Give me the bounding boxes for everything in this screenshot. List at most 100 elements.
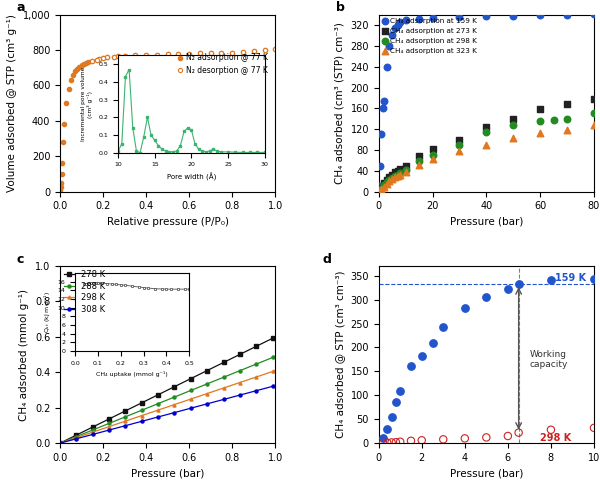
CH₄ adsorption at 159 K [401,16,410,24]
CH₄ adsorption at 273 K [535,106,545,113]
Line: 288 K: 288 K [58,355,277,445]
CH₄ adsorption at 298 K [395,169,405,177]
Point [439,323,448,331]
N₂ adsorption @ 77 K [71,68,79,74]
CH₄ adsorption at 298 K [390,172,400,180]
288 K [203,381,211,387]
N₂ adsorption @ 77 K [59,139,67,145]
CH₄ adsorption at 298 K [393,170,403,178]
298 K [272,368,279,374]
Line: N₂ desorption @ 77 K: N₂ desorption @ 77 K [90,47,277,63]
288 K [187,388,194,393]
298 K [56,440,64,446]
CH₄ adsorption at 159 K [374,183,384,190]
N₂ desorption @ 77 K [164,51,171,57]
Point [382,439,392,447]
Point [460,304,470,312]
CH₄ adsorption at 159 K [562,11,572,19]
288 K [56,440,64,446]
308 K [56,440,64,446]
CH₄ adsorption at 159 K [395,19,405,26]
308 K [247,389,254,395]
CH₄ adsorption at 298 K [375,186,385,194]
Legend: 278 K, 288 K, 298 K, 308 K: 278 K, 288 K, 298 K, 308 K [64,270,105,314]
CH₄ adsorption at 298 K [414,158,424,166]
N₂ adsorption @ 77 K [95,56,103,62]
278 K [152,393,159,399]
278 K [247,346,254,352]
Point [482,293,491,301]
N₂ adsorption @ 77 K [89,58,96,64]
CH₄ adsorption at 273 K [382,176,392,184]
Point [395,387,405,394]
CH₄ adsorption at 298 K [382,178,392,186]
Point [546,277,556,284]
CH₄ adsorption at 273 K [375,186,385,193]
Point [503,432,512,440]
N₂ adsorption @ 77 K [57,185,64,190]
Point [503,285,512,293]
278 K [272,334,279,340]
Point [382,425,392,433]
CH₄ adsorption at 159 K [375,162,385,169]
N₂ adsorption @ 77 K [143,52,150,58]
CH₄ adsorption at 273 K [414,152,424,160]
CH₄ adsorption at 273 K [377,184,386,191]
CH₄ adsorption at 298 K [482,128,491,136]
N₂ desorption @ 77 K [153,52,160,57]
CH₄ adsorption at 273 K [508,115,518,123]
CH₄ adsorption at 323 K [414,161,424,169]
N₂ adsorption @ 77 K [261,47,268,53]
Point [589,424,599,432]
N₂ adsorption @ 77 K [58,171,65,177]
N₂ adsorption @ 77 K [85,59,92,65]
Text: d: d [323,253,332,265]
Point [482,433,491,441]
Point [417,436,427,444]
N₂ adsorption @ 77 K [56,187,64,192]
CH₄ adsorption at 273 K [482,123,491,131]
CH₄ adsorption at 159 K [377,131,386,138]
N₂ desorption @ 77 K [104,55,111,60]
Point [589,276,599,283]
298 K [196,393,203,399]
Y-axis label: Volume adsorbed @ STP (cm³ g⁻¹): Volume adsorbed @ STP (cm³ g⁻¹) [7,14,17,192]
N₂ adsorption @ 77 K [78,62,85,68]
Line: 308 K: 308 K [58,384,277,445]
CH₄ adsorption at 159 K [455,13,464,20]
CH₄ adsorption at 159 K [390,24,400,32]
N₂ desorption @ 77 K [218,50,225,56]
CH₄ adsorption at 298 K [379,182,389,189]
CH₄ adsorption at 323 K [508,134,518,142]
CH₄ adsorption at 273 K [401,162,410,169]
N₂ adsorption @ 77 K [59,160,66,166]
CH₄ adsorption at 273 K [455,136,464,144]
CH₄ adsorption at 159 K [385,42,394,50]
N₂ adsorption @ 77 K [164,51,171,57]
CH₄ adsorption at 323 K [455,147,464,155]
N₂ adsorption @ 77 K [82,60,89,66]
CH₄ adsorption at 298 K [428,151,437,159]
CH₄ adsorption at 323 K [382,181,392,188]
Text: 298 K: 298 K [540,433,571,443]
Point [387,413,397,421]
CH₄ adsorption at 159 K [535,11,545,19]
CH₄ adsorption at 273 K [379,180,389,187]
N₂ desorption @ 77 K [229,50,236,56]
N₂ adsorption @ 77 K [229,50,236,56]
288 K [272,354,279,359]
CH₄ adsorption at 273 K [395,166,405,173]
N₂ desorption @ 77 K [239,49,247,55]
N₂ adsorption @ 77 K [272,46,279,52]
N₂ desorption @ 77 K [272,46,279,52]
N₂ adsorption @ 77 K [185,51,193,56]
N₂ adsorption @ 77 K [61,121,68,127]
N₂ adsorption @ 77 K [132,53,139,58]
X-axis label: Relative pressure (P/P₀): Relative pressure (P/P₀) [107,217,229,227]
Text: 159 K: 159 K [555,273,586,283]
CH₄ adsorption at 159 K [382,63,392,71]
CH₄ adsorption at 159 K [379,96,389,104]
CH₄ adsorption at 323 K [375,187,385,194]
Text: b: b [335,1,344,14]
X-axis label: Pressure (bar): Pressure (bar) [131,468,205,478]
